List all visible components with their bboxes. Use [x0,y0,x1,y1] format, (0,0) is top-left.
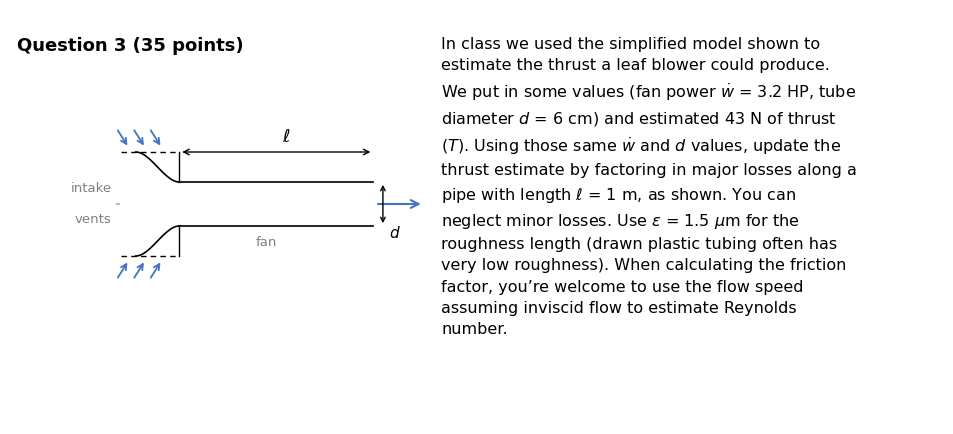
Text: intake: intake [71,182,112,195]
Text: Question 3 (35 points): Question 3 (35 points) [17,37,244,55]
Text: fan: fan [255,236,277,249]
Text: $\ell$: $\ell$ [281,128,290,146]
Text: In class we used the simplified model shown to
estimate the thrust a leaf blower: In class we used the simplified model sh… [440,37,856,337]
Text: vents: vents [74,213,112,226]
Text: $d$: $d$ [388,225,400,241]
